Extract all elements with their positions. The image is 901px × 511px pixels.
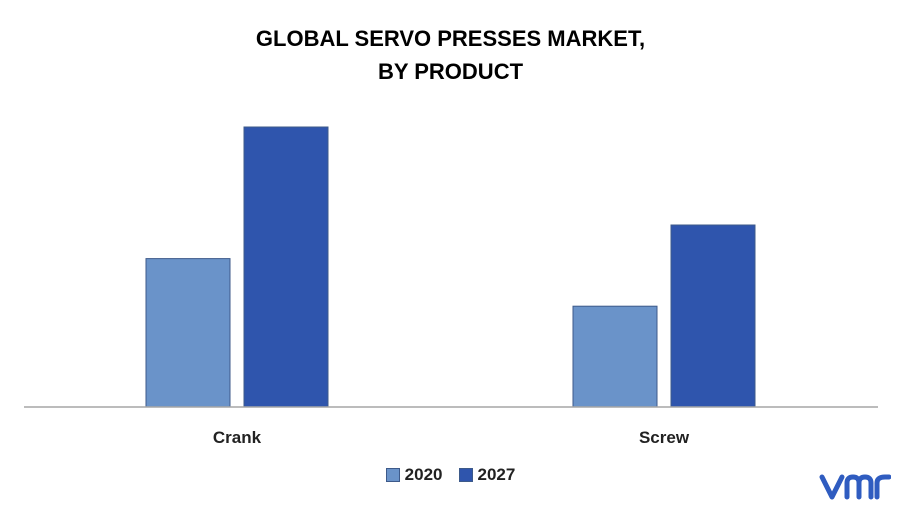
legend-item-2027: 2027 [458, 465, 516, 485]
x-tick-labels: Crank Screw [213, 428, 690, 447]
legend-item-2020: 2020 [385, 465, 443, 485]
bar-screw-2027 [670, 224, 756, 408]
vmr-logo-icon [819, 474, 891, 500]
x-tick-label-crank: Crank [213, 428, 262, 447]
legend-swatch-2027 [458, 468, 473, 482]
chart-title: GLOBAL SERVO PRESSES MARKET, BY PRODUCT [0, 22, 901, 88]
bar-crank-2027 [243, 126, 329, 408]
bar-screw-2020 [572, 305, 658, 408]
bar-crank-2020 [145, 258, 231, 408]
bars-group [145, 126, 756, 408]
legend-label-2020: 2020 [404, 465, 443, 484]
chart-title-line-2: BY PRODUCT [377, 59, 524, 84]
legend: 2020 2027 [0, 465, 901, 485]
legend-swatch-2020 [385, 468, 400, 482]
chart-title-line-1: GLOBAL SERVO PRESSES MARKET, [255, 26, 646, 51]
legend-label-2027: 2027 [477, 465, 516, 484]
x-tick-label-screw: Screw [639, 428, 690, 447]
